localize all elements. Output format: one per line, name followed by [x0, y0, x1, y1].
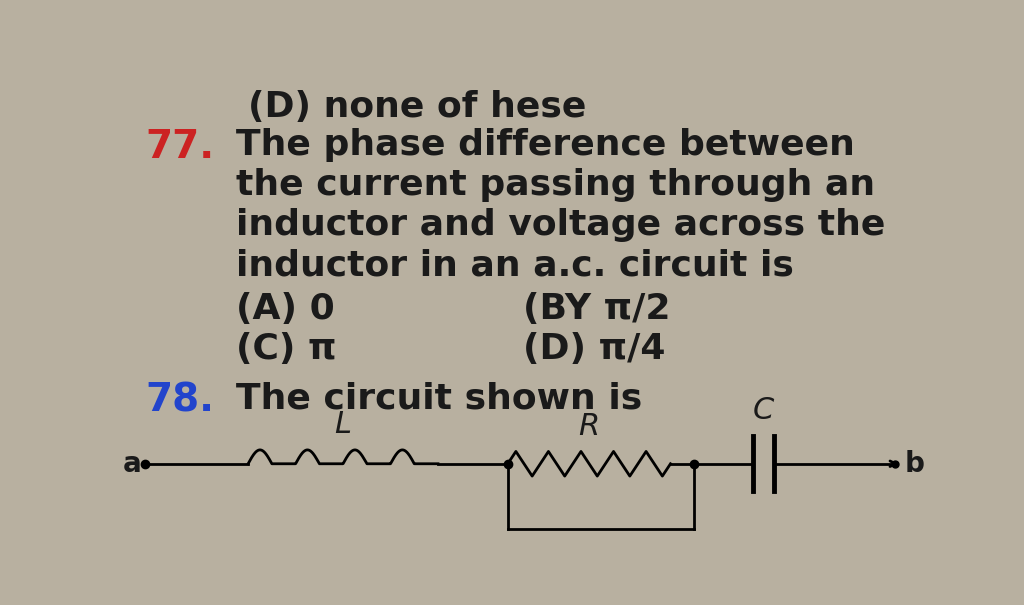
Text: b: b	[904, 450, 925, 478]
Text: a: a	[123, 450, 141, 478]
Text: R: R	[579, 411, 600, 440]
Text: (D) π/4: (D) π/4	[523, 332, 666, 366]
Text: the current passing through an: the current passing through an	[237, 168, 876, 202]
Text: inductor in an a.c. circuit is: inductor in an a.c. circuit is	[237, 248, 795, 282]
Text: inductor and voltage across the: inductor and voltage across the	[237, 208, 886, 242]
Text: 78.: 78.	[145, 381, 214, 419]
Text: (C) π: (C) π	[237, 332, 337, 366]
Text: 77.: 77.	[145, 128, 214, 166]
Text: L: L	[335, 410, 351, 439]
Text: (A) 0: (A) 0	[237, 292, 335, 326]
Text: (D) none of hese: (D) none of hese	[248, 90, 587, 123]
Text: The circuit shown is: The circuit shown is	[237, 381, 643, 416]
Text: (BY π/2: (BY π/2	[523, 292, 671, 326]
Text: C: C	[753, 396, 774, 425]
Text: The phase difference between: The phase difference between	[237, 128, 855, 162]
